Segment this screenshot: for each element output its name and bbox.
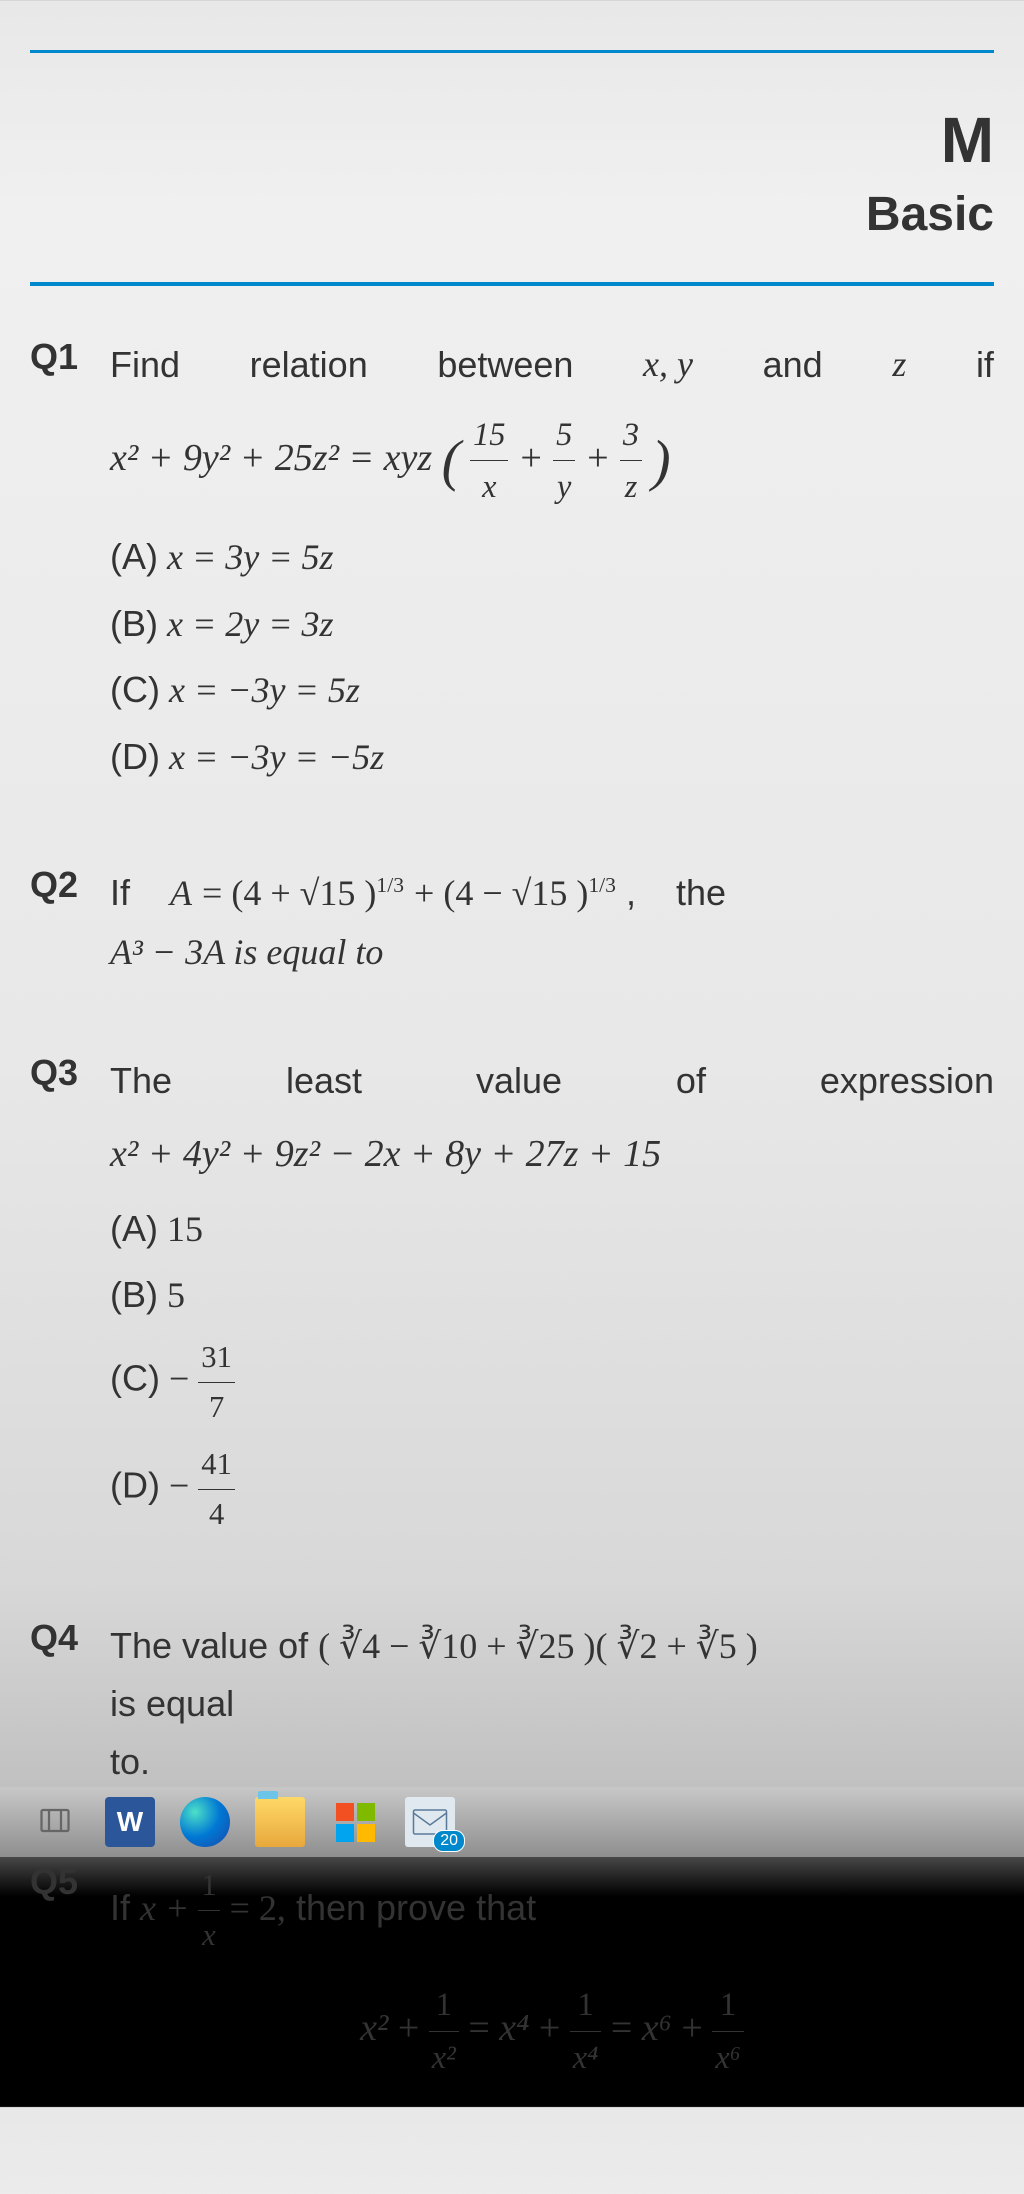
page-container: M Basic Q1 Find relation between x, y an… bbox=[0, 0, 1024, 2194]
section-divider bbox=[30, 282, 994, 286]
folder-icon[interactable] bbox=[255, 1797, 305, 1847]
question-1: Q1 Find relation between x, y and z if x… bbox=[30, 336, 994, 794]
q2-line2: A³ − 3A is equal to bbox=[110, 932, 383, 972]
edge-icon[interactable] bbox=[180, 1797, 230, 1847]
q1-option-a: (A) x = 3y = 5z bbox=[110, 528, 994, 587]
word-icon[interactable]: W bbox=[105, 1797, 155, 1847]
q3-equation: x² + 4y² + 9z² − 2x + 8y + 27z + 15 bbox=[110, 1124, 994, 1185]
q1-word-3: x, y bbox=[643, 336, 693, 394]
q1-word-1: relation bbox=[250, 336, 368, 394]
taskview-icon[interactable] bbox=[30, 1797, 80, 1847]
question-4: Q4 The value of ( ∛4 − ∛10 + ∛25 )( ∛2 +… bbox=[30, 1617, 994, 1791]
q1-word-2: between bbox=[437, 336, 573, 394]
q4-line3: to. bbox=[110, 1733, 994, 1791]
q5-chain: x² + 1x² = x⁴ + 1x⁴ = x⁶ + 1x⁶ bbox=[110, 1979, 994, 2083]
q1-equation: x² + 9y² + 25z² = xyz ( 15x + 5y + 3z ) bbox=[110, 409, 994, 513]
q3-word-1: least bbox=[286, 1052, 362, 1110]
mail-icon[interactable]: 20 bbox=[405, 1797, 455, 1847]
q1-word-4: and bbox=[763, 336, 823, 394]
q3-option-d: (D) − 414 bbox=[110, 1440, 994, 1539]
q4-content: The value of ( ∛4 − ∛10 + ∛25 )( ∛2 + ∛5… bbox=[110, 1617, 994, 1791]
question-2: Q2 If A = (4 + √15 )1/3 + (4 − √15 )1/3 … bbox=[30, 864, 994, 981]
taskbar: W 20 bbox=[0, 1787, 1024, 1857]
q3-label: Q3 bbox=[30, 1052, 90, 1547]
q4-line2: is equal bbox=[110, 1675, 994, 1733]
q1-option-d: (D) x = −3y = −5z bbox=[110, 728, 994, 787]
q5-content: If x + 1x = 2, then prove that x² + 1x² … bbox=[110, 1861, 994, 2104]
q1-option-b: (B) x = 2y = 3z bbox=[110, 595, 994, 654]
q2-label: Q2 bbox=[30, 864, 90, 981]
mail-badge: 20 bbox=[433, 1830, 465, 1852]
q3-word-3: of bbox=[676, 1052, 706, 1110]
title-area: M Basic bbox=[30, 103, 994, 242]
title-basic: Basic bbox=[30, 187, 994, 242]
q1-content: Find relation between x, y and z if x² +… bbox=[110, 336, 994, 794]
q5-prefix: If bbox=[110, 1887, 130, 1928]
q2-prefix: If bbox=[110, 872, 130, 913]
q3-content: The least value of expression x² + 4y² +… bbox=[110, 1052, 994, 1547]
q4-label: Q4 bbox=[30, 1617, 90, 1791]
q2-expr-b: (4 − √15 )1/3 bbox=[443, 873, 616, 913]
q1-option-c: (C) x = −3y = 5z bbox=[110, 661, 994, 720]
q5-suffix: then prove that bbox=[296, 1887, 536, 1928]
q1-word-0: Find bbox=[110, 336, 180, 394]
q3-option-a: (A) 15 bbox=[110, 1200, 994, 1259]
word-letter: W bbox=[117, 1806, 143, 1838]
q5-label: Q5 bbox=[30, 1861, 90, 2104]
q1-word-5: z bbox=[892, 336, 906, 394]
q1-label: Q1 bbox=[30, 336, 90, 794]
q1-lhs: x² + 9y² + 25z² = xyz bbox=[110, 436, 432, 478]
tiles-icon[interactable] bbox=[330, 1797, 380, 1847]
q3-word-2: value bbox=[476, 1052, 562, 1110]
q2-var: A bbox=[170, 873, 192, 913]
q3-option-c: (C) − 317 bbox=[110, 1333, 994, 1432]
question-3: Q3 The least value of expression x² + 4y… bbox=[30, 1052, 994, 1547]
q2-expr-a: (4 + √15 )1/3 bbox=[231, 873, 404, 913]
header-divider bbox=[30, 50, 994, 53]
q3-word-0: The bbox=[110, 1052, 172, 1110]
q3-option-b: (B) 5 bbox=[110, 1266, 994, 1325]
q2-suffix: the bbox=[676, 872, 726, 913]
q4-prefix: The value of bbox=[110, 1625, 308, 1666]
q3-word-4: expression bbox=[820, 1052, 994, 1110]
title-m: M bbox=[30, 103, 994, 177]
question-5: Q5 If x + 1x = 2, then prove that x² + 1… bbox=[30, 1861, 994, 2104]
q4-expr: ( ∛4 − ∛10 + ∛25 )( ∛2 + ∛5 ) bbox=[318, 1626, 758, 1666]
q1-word-6: if bbox=[976, 336, 994, 394]
q2-content: If A = (4 + √15 )1/3 + (4 − √15 )1/3 , t… bbox=[110, 864, 994, 981]
